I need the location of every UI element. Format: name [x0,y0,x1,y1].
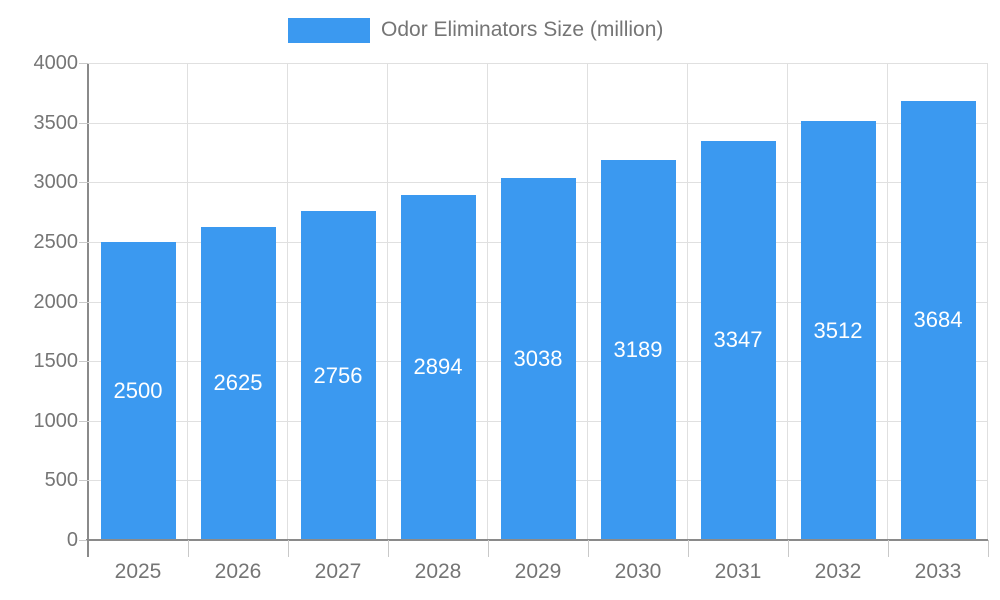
x-axis-tick-mark [87,540,89,557]
bar-2026[interactable]: 2625 [200,226,276,540]
legend[interactable]: Odor Eliminators Size (million) [288,17,663,43]
bar-value-label: 3189 [613,336,663,362]
v-gridline [787,63,788,540]
x-axis-tick-label: 2032 [814,560,862,583]
x-axis-tick-label: 2033 [914,560,962,583]
y-axis-tick-mark [79,122,88,124]
x-axis-tick-label: 2027 [314,560,362,583]
x-axis-tick-label: 2028 [414,560,462,583]
bar-2033[interactable]: 3684 [900,100,976,540]
x-axis-tick-mark [988,540,989,557]
y-axis-line [87,63,89,557]
y-axis-tick-mark [79,63,88,64]
bar-2027[interactable]: 2756 [300,211,376,540]
v-gridline [487,63,488,540]
h-gridline [88,63,988,64]
x-axis-tick-mark [588,540,589,557]
y-axis-tick-label: 0 [66,529,78,551]
bar-value-label: 3347 [713,327,763,353]
y-axis-tick-mark [79,420,88,422]
bar-2031[interactable]: 3347 [700,140,776,540]
x-axis-tick-label: 2029 [514,560,562,583]
bar-value-label: 2894 [413,354,463,380]
y-axis-tick-mark [79,540,88,541]
bar-2025[interactable]: 2500 [100,241,176,540]
y-axis-tick-mark [79,182,88,184]
v-gridline [387,63,388,540]
x-axis-tick-label: 2031 [714,560,762,583]
x-axis-tick-mark [388,540,389,557]
y-axis-tick-label: 2000 [33,290,79,313]
v-gridline [687,63,688,540]
x-axis-tick-mark [888,540,889,557]
legend-swatch-icon [288,17,370,43]
plot-area: 2500 2625 2756 2894 3038 3189 3347 3512 3684 [88,63,988,540]
y-axis-tick-label: 3500 [33,111,79,134]
legend-label: Odor Eliminators Size (million) [381,18,664,41]
y-axis-tick-label: 2500 [33,230,79,253]
v-gridline [187,63,188,540]
x-axis-tick-mark [188,540,189,557]
bar-value-label: 3038 [513,345,563,371]
bar-value-label: 2500 [113,377,163,403]
bar-value-label: 2625 [213,370,263,396]
y-axis-tick-label: 4000 [33,52,79,74]
bar-2030[interactable]: 3189 [600,159,676,540]
v-gridline [587,63,588,540]
bar-2028[interactable]: 2894 [400,194,476,540]
bar-2032[interactable]: 3512 [800,121,876,540]
y-axis-tick-label: 3000 [33,171,79,194]
x-axis-tick-label: 2025 [114,560,162,583]
x-axis-tick-mark [488,540,489,557]
bar-value-label: 2756 [313,362,363,388]
y-axis-tick-mark [79,301,88,303]
bar-value-label: 3684 [913,307,963,333]
v-gridline [987,63,988,540]
x-axis-tick-label: 2030 [614,560,662,583]
y-axis-tick-mark [79,241,88,243]
v-gridline [887,63,888,540]
bar-2029[interactable]: 3038 [500,177,576,540]
y-axis-tick-label: 1500 [33,350,79,373]
x-axis-line [86,539,988,541]
bar-value-label: 3512 [813,317,863,343]
x-axis-tick-mark [788,540,789,557]
y-axis-tick-label: 500 [44,469,78,492]
y-axis-tick-label: 1000 [33,409,79,432]
y-axis-tick-mark [79,361,88,363]
v-gridline [287,63,288,540]
x-axis-tick-mark [288,540,289,557]
h-gridline [88,122,988,124]
y-axis-tick-mark [79,480,88,482]
x-axis-tick-label: 2026 [214,560,262,583]
x-axis-tick-mark [688,540,689,557]
